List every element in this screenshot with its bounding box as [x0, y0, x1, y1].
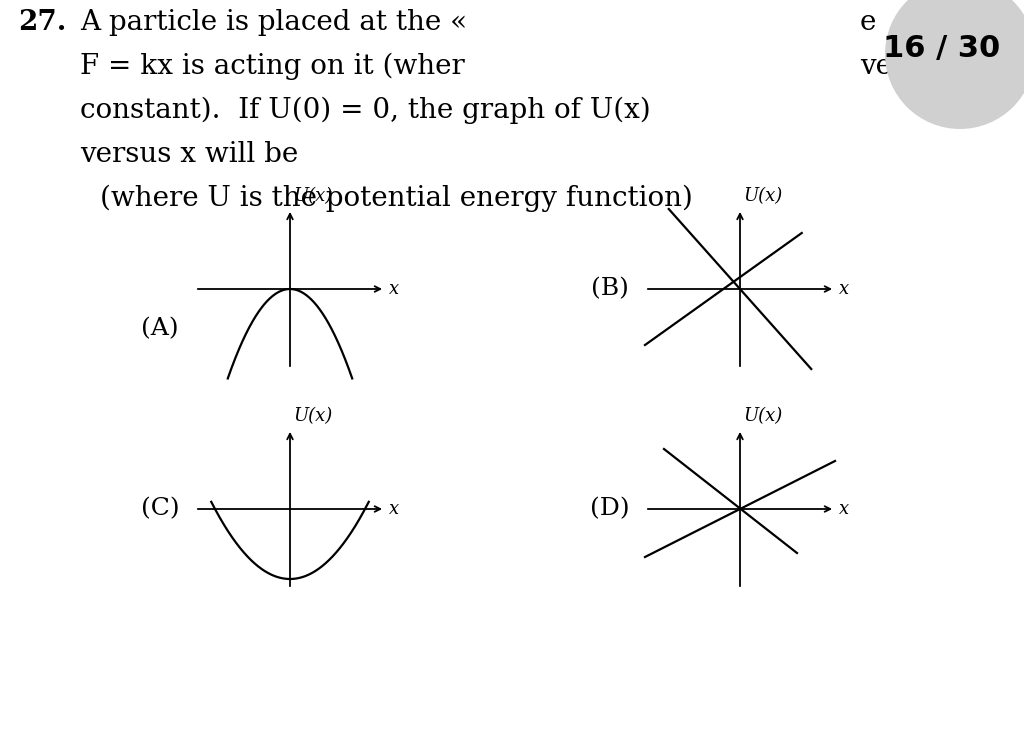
Text: (B): (B): [591, 278, 629, 301]
Text: x: x: [389, 280, 399, 298]
Text: versus x will be: versus x will be: [80, 141, 298, 168]
Circle shape: [885, 0, 1024, 129]
Text: (where U is the potential energy function): (where U is the potential energy functio…: [100, 185, 693, 212]
Text: x: x: [839, 500, 849, 518]
Text: x: x: [389, 500, 399, 518]
Text: ve: ve: [860, 53, 892, 80]
Text: (D): (D): [590, 498, 630, 521]
Text: U(x): U(x): [743, 187, 782, 205]
Text: U(x): U(x): [293, 407, 332, 425]
Text: A particle is placed at the «: A particle is placed at the «: [80, 9, 467, 36]
Text: F = kx is acting on it (wher: F = kx is acting on it (wher: [80, 53, 465, 80]
Text: U(x): U(x): [743, 407, 782, 425]
Text: x: x: [839, 280, 849, 298]
Text: 16 / 30: 16 / 30: [884, 34, 1000, 63]
Text: (C): (C): [140, 498, 179, 521]
Text: U(x): U(x): [293, 187, 332, 205]
Text: constant).  If U(0) = 0, the graph of U(x): constant). If U(0) = 0, the graph of U(x…: [80, 97, 650, 124]
Text: (A): (A): [141, 318, 179, 341]
Text: e: e: [860, 9, 877, 36]
Text: 27.: 27.: [18, 9, 67, 36]
